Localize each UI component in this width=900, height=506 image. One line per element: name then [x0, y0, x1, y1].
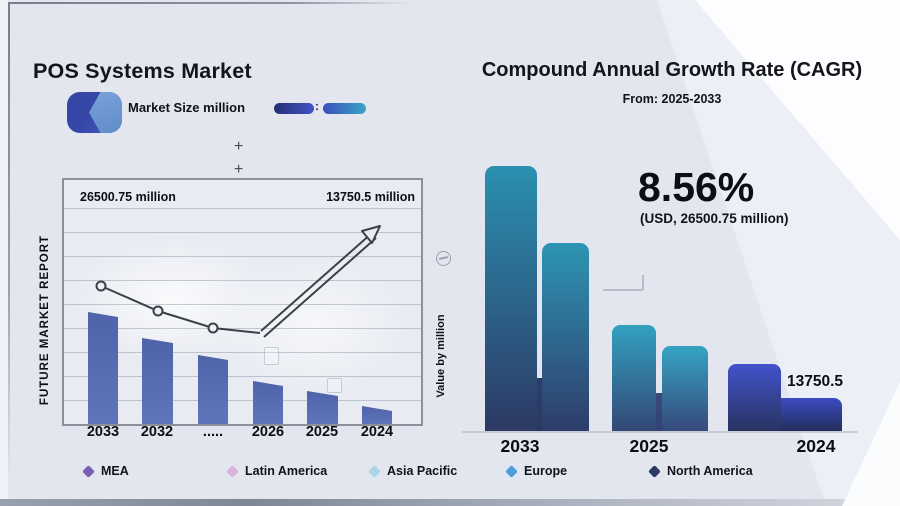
- x-tick-label: .....: [202, 424, 224, 440]
- cagr-subtitle: From: 2025-2033: [622, 92, 722, 106]
- ratio-separator: :: [315, 99, 319, 113]
- cagr-bar: [656, 393, 662, 432]
- bottom-shadow-strip: [0, 499, 900, 506]
- top-frame-line: [8, 2, 410, 4]
- left-edge-sliver: [0, 0, 8, 506]
- cagr-bar: [728, 364, 781, 432]
- legend-label: MEA: [101, 464, 129, 478]
- market-size-chart: 26500.75 million 13750.5 million: [62, 178, 423, 426]
- market-size-cylinder-icon: [67, 92, 122, 133]
- market-size-bar: [88, 312, 118, 424]
- cagr-bar: [537, 378, 542, 432]
- legend-item-europe: Europe: [505, 464, 568, 478]
- ghost-clipboard-icon: [264, 347, 279, 365]
- market-size-bar: [142, 338, 173, 424]
- legend-swatch: [82, 464, 95, 478]
- market-size-bar: [198, 355, 228, 424]
- legend-item-mea: MEA: [82, 464, 129, 478]
- legend-label: North America: [667, 464, 753, 478]
- legend-label: Asia Pacific: [387, 464, 458, 478]
- minus-circle-icon: [436, 251, 451, 266]
- chart-annotation-right: 13750.5 million: [326, 190, 415, 204]
- ratio-pill-left: [274, 103, 314, 114]
- legend-item-north-america: North America: [648, 464, 753, 478]
- cagr-axis-line: [462, 431, 858, 433]
- ghost-box-icon: [327, 378, 342, 393]
- cagr-bar: [781, 398, 842, 432]
- legend-swatch: [648, 464, 661, 478]
- market-size-bar: [307, 391, 338, 424]
- ratio-pill-right: [323, 103, 366, 114]
- plus-mark-icon: +: [234, 138, 244, 155]
- group-label: 2025: [629, 436, 669, 456]
- group-label: 2033: [500, 436, 540, 456]
- x-tick-label: 2032: [140, 424, 174, 440]
- cagr-detail: (USD, 26500.75 million): [640, 211, 789, 226]
- cagr-bar: [612, 325, 656, 432]
- legend-item-latin-america: Latin America: [226, 464, 328, 478]
- legend-label: Latin America: [245, 464, 328, 478]
- corner-bracket-decoration: [603, 289, 643, 291]
- left-bars-layer: [64, 180, 421, 424]
- legend-swatch: [226, 464, 239, 478]
- cagr-bar: [485, 166, 537, 432]
- legend-label: Europe: [524, 464, 568, 478]
- cagr-value: 8.56%: [638, 164, 755, 210]
- page-title: POS Systems Market: [33, 59, 252, 83]
- trend-arrow-line: [95, 225, 381, 338]
- legend-swatch: [505, 464, 518, 478]
- legend-swatch: [368, 464, 381, 478]
- market-size-label: Market Size million: [128, 100, 246, 115]
- x-tick-label: 2026: [251, 424, 285, 440]
- group-label: 2024: [796, 436, 836, 456]
- left-frame-line: [8, 2, 10, 482]
- legend-item-asia-pacific: Asia Pacific: [368, 464, 458, 478]
- chart-annotation-left: 26500.75 million: [80, 190, 176, 204]
- cagr-bar: [542, 243, 589, 432]
- market-size-bar: [253, 381, 283, 424]
- cagr-title: Compound Annual Growth Rate (CAGR): [481, 59, 863, 81]
- plus-mark-icon: +: [234, 161, 244, 178]
- cagr-bar: [662, 346, 708, 432]
- x-tick-label: 2024: [360, 424, 394, 440]
- bar-data-label: 13750.5: [787, 373, 844, 390]
- market-size-bar: [362, 406, 392, 424]
- corner-bracket-decoration: [642, 275, 644, 290]
- x-tick-label: 2033: [86, 424, 120, 440]
- x-tick-label: 2025: [305, 424, 339, 440]
